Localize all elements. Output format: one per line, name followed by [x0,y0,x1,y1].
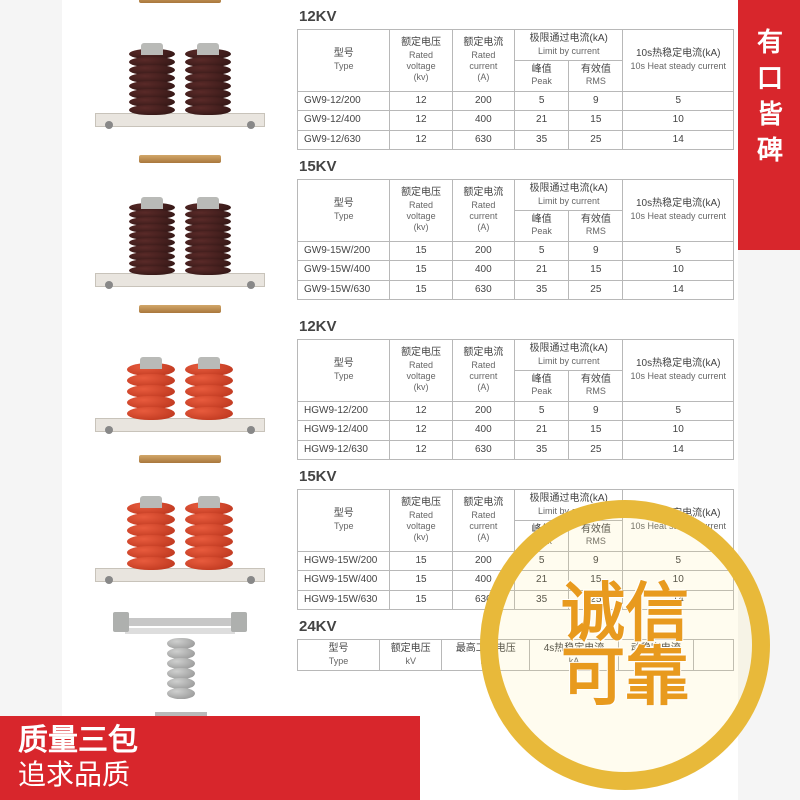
product-image [62,610,297,720]
table-row: GW9-12/40012400211510 [298,111,734,131]
kv-title: 12KV [299,8,734,25]
table-header-row: 型号Type额定电压Rated voltage(kv)额定电流Rated cur… [298,340,734,371]
isolator-illustration-grey [95,610,265,720]
spec-table: 型号Type额定电压Rated voltage(kv)额定电流Rated cur… [297,29,734,150]
kv-title: 15KV [299,158,734,175]
product-image [62,310,297,445]
kv-title: 12KV [299,318,734,335]
spec-section: 15KV 型号Type额定电压Rated voltage(kv)额定电流Rated… [62,150,738,310]
seal-line1: 诚信 [561,581,689,645]
spec-table: 型号Type额定电压Rated voltage(kv)额定电流Rated cur… [297,339,734,460]
ribbon-text: 有口皆碑 [751,28,788,172]
bottom-banner: 质量三包 追求品质 [0,716,420,800]
banner-line1: 质量三包 [18,724,138,757]
spec-table: 型号Type额定电压Rated voltage(kv)额定电流Rated cur… [297,179,734,300]
spec-section: 12KV 型号Type额定电压Rated voltage(kv)额定电流Rated… [62,310,738,460]
table-row: GW9-15W/40015400211510 [298,261,734,281]
isolator-illustration [95,465,265,590]
seal-stamp: 诚信 可靠 [480,500,770,790]
ribbon-badge: 有口皆碑 [738,0,800,250]
table-row: GW9-12/63012630352514 [298,130,734,150]
table-header-row: 型号Type额定电压Rated voltage(kv)额定电流Rated cur… [298,180,734,211]
product-image [62,150,297,310]
isolator-illustration [95,165,265,295]
table-row: GW9-12/20012200595 [298,91,734,111]
spec-section: 12KV 型号Type额定电压Rated voltage(kv)额定电流Rated… [62,0,738,150]
banner-line2: 追求品质 [18,759,402,791]
seal-line2: 可靠 [561,645,689,709]
table-header-row: 型号Type额定电压Rated voltage(kv)额定电流Rated cur… [298,30,734,61]
table-row: GW9-15W/63015630352514 [298,280,734,300]
kv-title: 15KV [299,468,734,485]
isolator-illustration [95,5,265,135]
table-row: HGW9-12/40012400211510 [298,421,734,441]
table-row: HGW9-12/20012200595 [298,401,734,421]
isolator-illustration [95,315,265,440]
product-image [62,460,297,595]
table-row: GW9-15W/20015200595 [298,241,734,261]
product-image [62,0,297,140]
table-row: HGW9-12/63012630352514 [298,440,734,460]
